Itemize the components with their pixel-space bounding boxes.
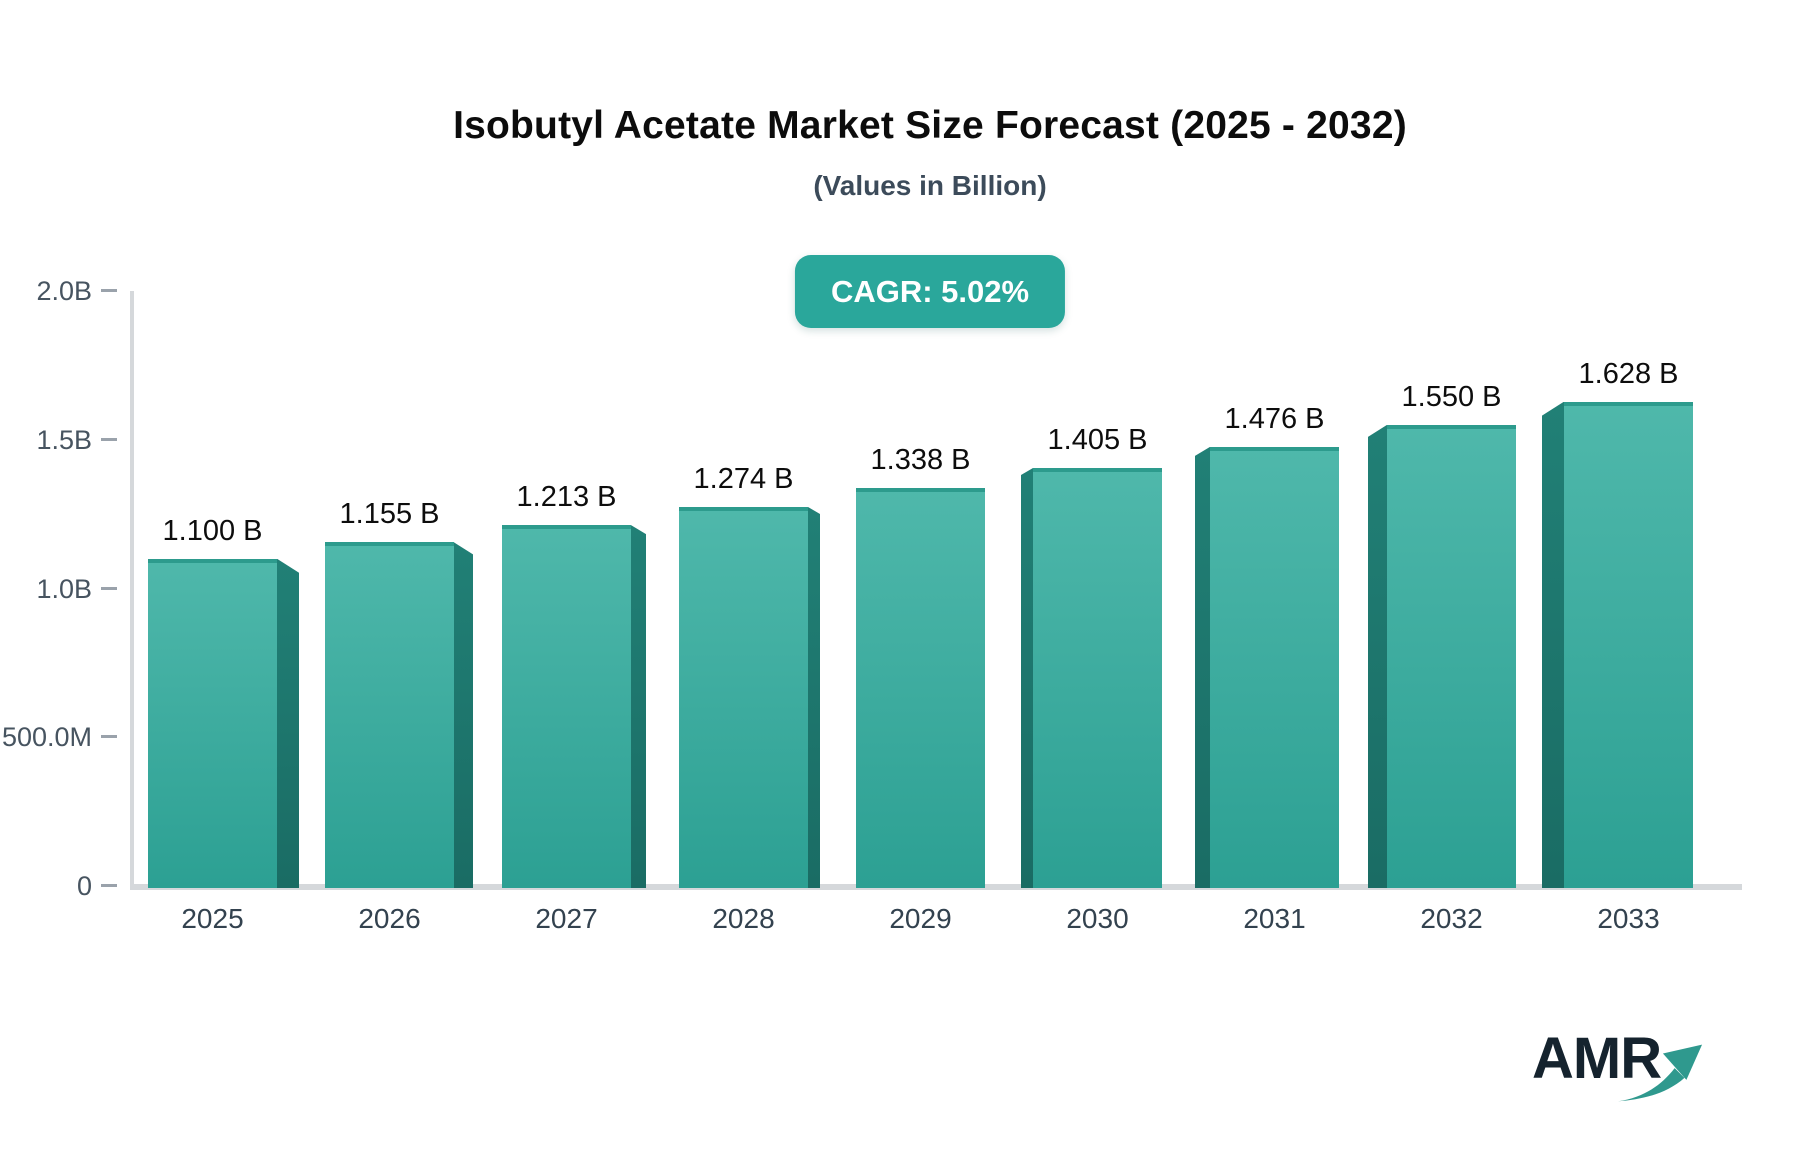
bar-side-face <box>1021 468 1033 888</box>
chart-subtitle: (Values in Billion) <box>813 170 1047 201</box>
x-axis-label: 2032 <box>1420 903 1483 934</box>
y-axis-label: 500.0M <box>1 722 92 753</box>
bar-value-label: 1.155 B <box>339 498 440 531</box>
bar-value-label: 1.338 B <box>870 443 971 476</box>
bar-value-label: 1.100 B <box>162 514 263 547</box>
bar-front-face <box>856 487 985 888</box>
bar-value-label: 1.550 B <box>1401 380 1502 413</box>
bar-value-label: 1.476 B <box>1224 402 1325 435</box>
cagr-badge: CAGR: 5.02% <box>794 255 1066 328</box>
chart-title: Isobutyl Acetate Market Size Forecast (2… <box>453 104 1407 147</box>
bar-front-face <box>1033 468 1162 888</box>
y-axis-label: 1.0B <box>36 573 92 604</box>
bar-value-label: 1.213 B <box>516 481 617 514</box>
bar-side-face <box>1542 401 1564 888</box>
y-axis-tick <box>101 735 117 739</box>
bar-front-face <box>1564 401 1693 888</box>
x-axis-label: 2031 <box>1243 903 1306 934</box>
bar-value-label: 1.628 B <box>1578 357 1679 390</box>
bar-value-label: 1.405 B <box>1047 424 1148 456</box>
x-axis-label: 2030 <box>1066 903 1129 934</box>
bar-side-face <box>808 506 820 888</box>
bar-side-face <box>454 542 473 888</box>
x-axis-label: 2033 <box>1597 903 1660 934</box>
y-axis-label: 1.5B <box>36 424 92 455</box>
amr-logo-text: AMR <box>1532 1026 1662 1091</box>
bar-front-face <box>502 525 631 888</box>
bar-side-face <box>631 525 646 888</box>
bar-side-face <box>1195 446 1210 888</box>
bar-side-face <box>1368 424 1387 888</box>
bar-front-face <box>679 506 808 888</box>
x-axis-label: 2028 <box>712 903 775 934</box>
amr-logo: AMR <box>1532 1028 1792 1138</box>
bar-front-face <box>325 542 454 888</box>
growth-arrow-icon <box>1617 1044 1703 1102</box>
bar-side-face <box>277 558 299 888</box>
y-axis-tick <box>101 884 117 887</box>
y-axis-label: 2.0B <box>36 276 92 306</box>
y-axis-tick <box>101 586 117 590</box>
y-axis-line <box>130 291 134 886</box>
bar-value-label: 1.274 B <box>693 462 794 495</box>
x-axis-label: 2027 <box>535 903 598 934</box>
bar-front-face <box>1387 424 1516 888</box>
y-axis-tick <box>101 437 117 441</box>
bar-front-face <box>148 558 277 888</box>
y-axis-label: 0 <box>76 871 92 901</box>
bar-front-face <box>1210 446 1339 888</box>
x-axis-label: 2025 <box>181 903 244 934</box>
y-axis-tick <box>101 289 117 292</box>
x-axis-label: 2029 <box>889 903 952 934</box>
x-axis-label: 2026 <box>358 903 421 934</box>
